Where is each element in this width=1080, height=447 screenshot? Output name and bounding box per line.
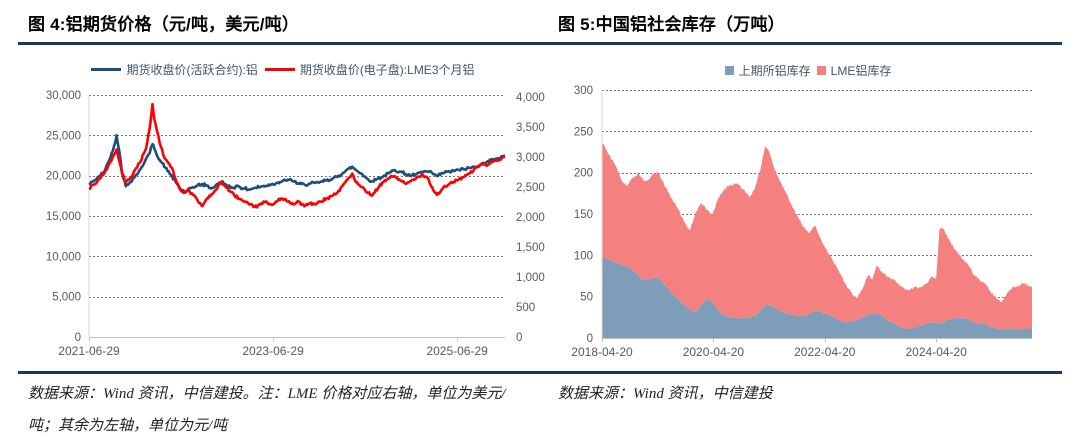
lme-price-line-swatch — [264, 68, 295, 71]
lme-aluminum-price-line — [88, 102, 506, 209]
china-aluminum-inventory-chart: 2018-04-20 2020-04-20 2022-04-20 2024-04-20… — [571, 85, 1032, 359]
svg-text:25,000: 25,000 — [46, 130, 81, 142]
lme-inventory-swatch — [816, 66, 826, 75]
svg-text:250: 250 — [574, 126, 593, 138]
svg-text:3,500: 3,500 — [516, 122, 545, 134]
figure4-legend: 期货收盘价(活跃合约):铝 期货收盘价(电子盘):LME3个月铝 — [18, 61, 548, 78]
svg-text:0: 0 — [516, 332, 522, 344]
legend-item-lme-inventory: LME铝库存 — [816, 62, 892, 79]
svg-text:50: 50 — [580, 292, 593, 304]
bottom-divider-rule — [18, 371, 1062, 374]
svg-text:2024-04-20: 2024-04-20 — [906, 345, 968, 359]
svg-text:2023-06-29: 2023-06-29 — [242, 344, 304, 358]
svg-text:200: 200 — [574, 168, 593, 180]
svg-text:2021-06-29: 2021-06-29 — [58, 344, 120, 358]
figure5-legend: 上期所铝库存 LME铝库存 — [548, 62, 1068, 79]
shfe-aluminum-price-line — [88, 134, 506, 194]
legend-item-lme-price: 期货收盘价(电子盘):LME3个月铝 — [264, 61, 475, 78]
top-divider-rule — [18, 42, 1062, 45]
svg-text:10,000: 10,000 — [46, 251, 81, 263]
legend-item-shfe-inventory: 上期所铝库存 — [724, 62, 811, 79]
svg-text:2020-04-20: 2020-04-20 — [683, 345, 745, 359]
legend-label: 期货收盘价(活跃合约):铝 — [126, 63, 258, 77]
svg-text:0: 0 — [75, 332, 81, 344]
svg-text:0: 0 — [587, 333, 593, 345]
svg-text:2,500: 2,500 — [516, 182, 545, 194]
shfe-inventory-area — [602, 257, 1032, 338]
figure5-source-note: 数据来源：Wind 资讯，中信建投 — [558, 386, 773, 402]
svg-text:15,000: 15,000 — [46, 211, 81, 223]
aluminum-futures-price-chart: 2021-06-29 2023-06-29 2025-06-29 0 5,000 10,0… — [46, 90, 545, 358]
svg-text:20,000: 20,000 — [46, 171, 81, 183]
svg-text:2022-04-20: 2022-04-20 — [794, 345, 856, 359]
figure4-source-note: 数据来源：Wind 资讯，中信建投。注：LME 价格对应右轴，单位为美元/吨；其… — [28, 386, 506, 434]
svg-text:1,000: 1,000 — [516, 272, 545, 284]
svg-text:500: 500 — [516, 302, 535, 314]
svg-text:3,000: 3,000 — [516, 152, 545, 164]
legend-label: LME铝库存 — [830, 64, 892, 78]
svg-text:30,000: 30,000 — [46, 90, 81, 102]
figure4-title: 图 4:铝期货价格（元/吨，美元/吨） — [28, 15, 300, 34]
svg-text:4,000: 4,000 — [516, 92, 545, 104]
shfe-price-line-swatch — [91, 68, 122, 71]
svg-text:2,000: 2,000 — [516, 212, 545, 224]
svg-text:2018-04-20: 2018-04-20 — [571, 345, 633, 359]
shfe-inventory-swatch — [724, 66, 734, 75]
svg-text:5,000: 5,000 — [52, 292, 81, 304]
svg-text:2025-06-29: 2025-06-29 — [426, 344, 488, 358]
svg-text:300: 300 — [574, 85, 593, 97]
figure5-title: 图 5:中国铝社会库存（万吨） — [558, 15, 785, 34]
legend-item-shfe-price: 期货收盘价(活跃合约):铝 — [91, 61, 258, 78]
legend-label: 上期所铝库存 — [738, 64, 811, 78]
svg-text:150: 150 — [574, 209, 593, 221]
svg-text:100: 100 — [574, 250, 593, 262]
legend-label: 期货收盘价(电子盘):LME3个月铝 — [299, 63, 475, 77]
lme-inventory-area — [602, 142, 1032, 330]
svg-text:1,500: 1,500 — [516, 242, 545, 254]
